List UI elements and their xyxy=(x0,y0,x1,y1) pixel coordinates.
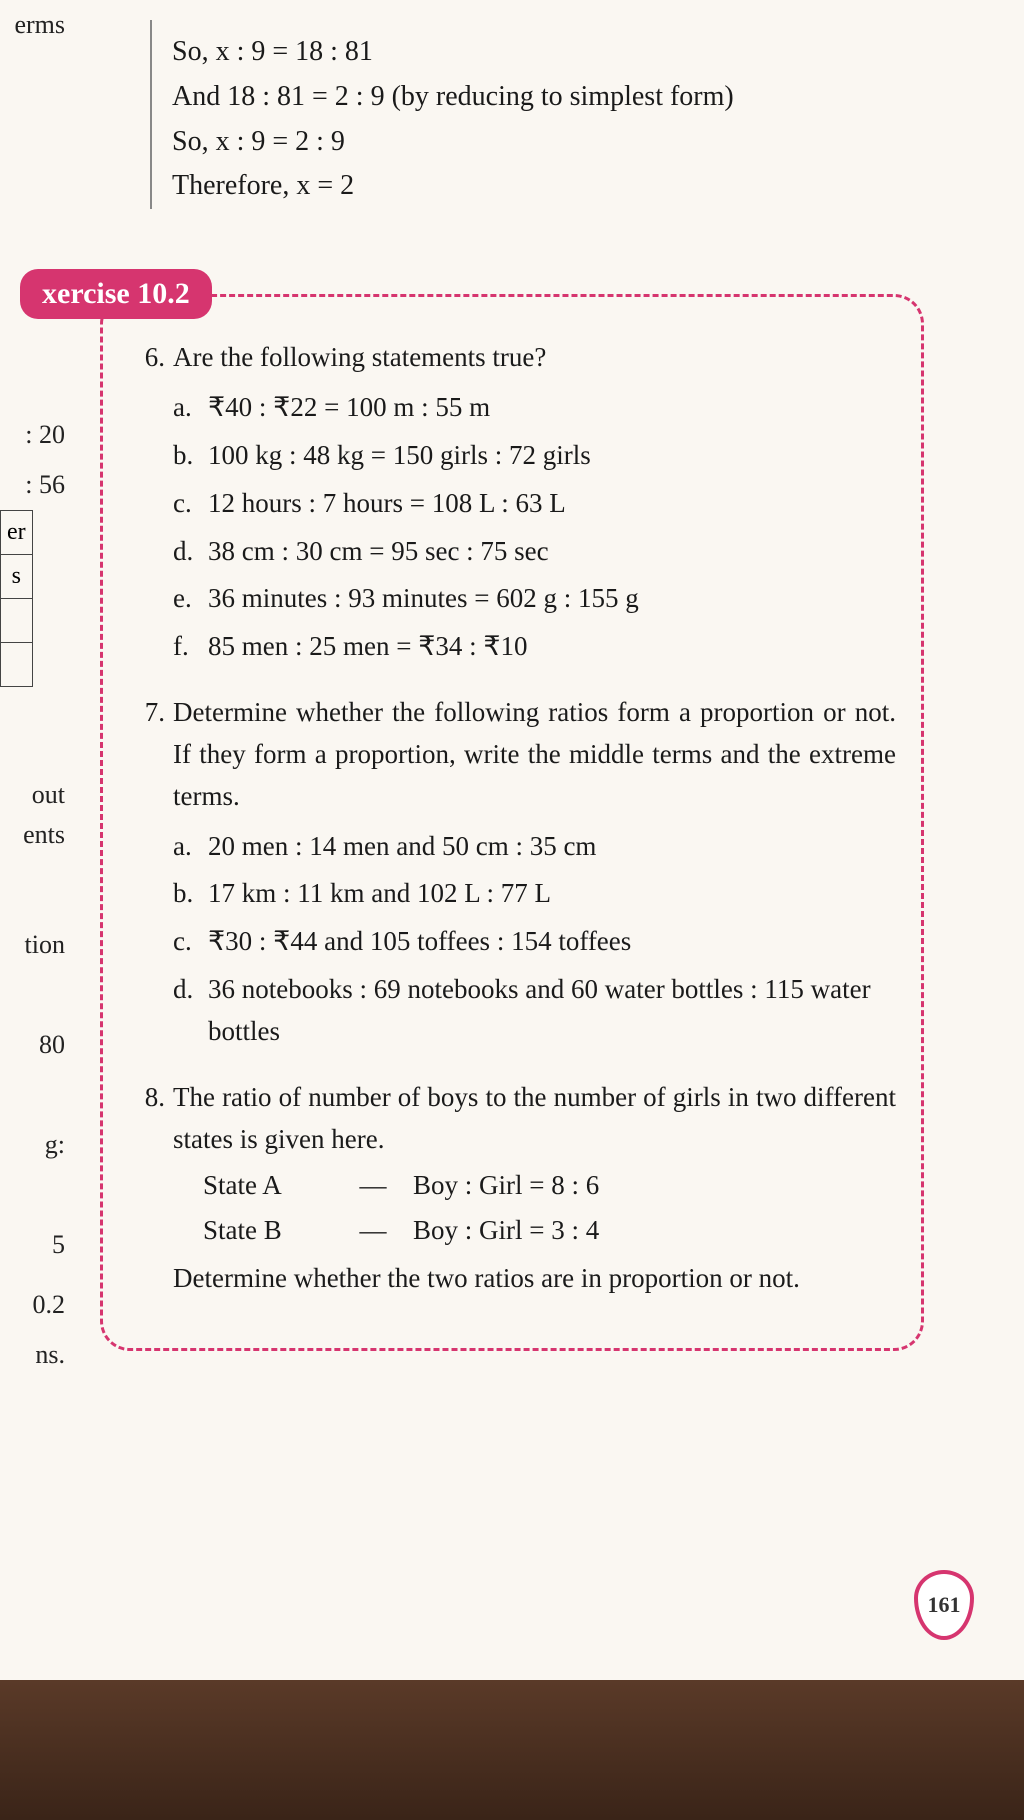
q6c-text: 12 hours : 7 hours = 108 L : 63 L xyxy=(208,483,896,525)
frag-ns: ns. xyxy=(35,1340,65,1370)
q7-number: 7. xyxy=(133,692,173,1059)
q6-sublist: a.₹40 : ₹22 = 100 m : 55 m b.100 kg : 48… xyxy=(173,387,896,668)
frag-5: 5 xyxy=(52,1230,65,1260)
q6d-letter: d. xyxy=(173,531,208,573)
q6-number: 6. xyxy=(133,337,173,674)
q7b-text: 17 km : 11 km and 102 L : 77 L xyxy=(208,873,896,915)
q7-sublist: a.20 men : 14 men and 50 cm : 35 cm b.17… xyxy=(173,826,896,1053)
solution-line-1: So, x : 9 = 18 : 81 xyxy=(172,30,964,75)
frag-56: : 56 xyxy=(25,470,65,500)
q6e-letter: e. xyxy=(173,578,208,620)
state-b-value: Boy : Girl = 3 : 4 xyxy=(413,1210,599,1252)
frag-tion: tion xyxy=(25,930,65,960)
q7a-letter: a. xyxy=(173,826,208,868)
state-b-row: State B — Boy : Girl = 3 : 4 xyxy=(203,1210,896,1252)
state-a-value: Boy : Girl = 8 : 6 xyxy=(413,1165,599,1207)
frag-02: 0.2 xyxy=(33,1290,66,1320)
q6d-text: 38 cm : 30 cm = 95 sec : 75 sec xyxy=(208,531,896,573)
q6e-text: 36 minutes : 93 minutes = 602 g : 155 g xyxy=(208,578,896,620)
frag-20: : 20 xyxy=(25,420,65,450)
q8-number: 8. xyxy=(133,1077,173,1300)
q7a-text: 20 men : 14 men and 50 cm : 35 cm xyxy=(208,826,896,868)
table-cell-empty1 xyxy=(1,599,33,643)
textbook-page: erms : 20 : 56 out ents tion 80 g: 5 0.2… xyxy=(0,0,1024,1820)
solution-line-4: Therefore, x = 2 xyxy=(172,164,964,209)
q6f-text: 85 men : 25 men = ₹34 : ₹10 xyxy=(208,626,896,668)
state-b-dash: — xyxy=(333,1210,413,1252)
q8-tail: Determine whether the two ratios are in … xyxy=(173,1258,896,1300)
state-a-dash: — xyxy=(333,1165,413,1207)
table-fragment: er s xyxy=(0,510,33,687)
q6a-letter: a. xyxy=(173,387,208,429)
frag-erms: erms xyxy=(14,10,65,40)
table-cell-er: er xyxy=(1,511,33,555)
question-6: 6. Are the following statements true? a.… xyxy=(133,337,896,674)
q6c-letter: c. xyxy=(173,483,208,525)
q7d-letter: d. xyxy=(173,969,208,1053)
q6a-text: ₹40 : ₹22 = 100 m : 55 m xyxy=(208,387,896,429)
solution-line-2: And 18 : 81 = 2 : 9 (by reducing to simp… xyxy=(172,75,964,120)
solution-block: So, x : 9 = 18 : 81 And 18 : 81 = 2 : 9 … xyxy=(150,20,964,209)
q7c-letter: c. xyxy=(173,921,208,963)
q7c-text: ₹30 : ₹44 and 105 toffees : 154 toffees xyxy=(208,921,896,963)
question-8: 8. The ratio of number of boys to the nu… xyxy=(133,1077,896,1300)
table-cell-s: s xyxy=(1,555,33,599)
page-number-badge: 161 xyxy=(914,1570,974,1640)
q6-stem: Are the following statements true? xyxy=(173,337,896,379)
question-7: 7. Determine whether the following ratio… xyxy=(133,692,896,1059)
q6f-letter: f. xyxy=(173,626,208,668)
q7d-text: 36 notebooks : 69 notebooks and 60 water… xyxy=(208,969,896,1053)
q8-stem: The ratio of number of boys to the numbe… xyxy=(173,1077,896,1161)
frag-ents: ents xyxy=(23,820,65,850)
frag-g: g: xyxy=(45,1130,65,1160)
exercise-badge: xercise 10.2 xyxy=(20,269,212,319)
frag-80: 80 xyxy=(39,1030,65,1060)
desk-surface xyxy=(0,1680,1024,1820)
q7b-letter: b. xyxy=(173,873,208,915)
q7-stem: Determine whether the following ratios f… xyxy=(173,692,896,818)
state-a-label: State A xyxy=(203,1165,333,1207)
state-b-label: State B xyxy=(203,1210,333,1252)
state-a-row: State A — Boy : Girl = 8 : 6 xyxy=(203,1165,896,1207)
frag-out: out xyxy=(32,780,65,810)
table-cell-empty2 xyxy=(1,643,33,687)
solution-line-3: So, x : 9 = 2 : 9 xyxy=(172,120,964,165)
q6b-letter: b. xyxy=(173,435,208,477)
q6b-text: 100 kg : 48 kg = 150 girls : 72 girls xyxy=(208,435,896,477)
exercise-box: 6. Are the following statements true? a.… xyxy=(100,294,924,1351)
